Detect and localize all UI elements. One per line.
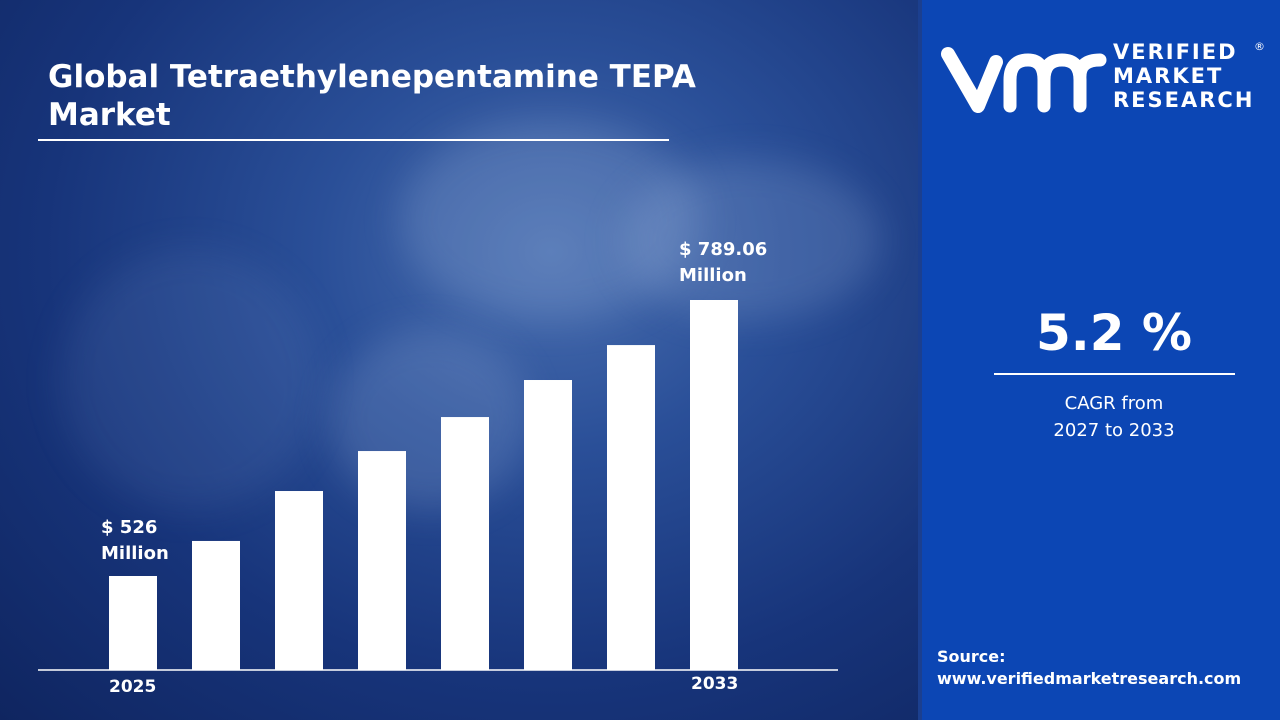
logo-line: MARKET [1113,64,1224,88]
cagr-value: 5.2 % [1035,304,1193,362]
source-url[interactable]: www.verifiedmarketresearch.com [937,669,1242,688]
cagr-divider [994,373,1235,375]
logo-line: RESEARCH [1113,88,1255,112]
chart-title: Global Tetraethylenepentamine TEPA Marke… [48,59,696,133]
x-tick-2025: 2025 [109,677,157,697]
title-underline [38,139,669,141]
bar-2025 [109,576,157,670]
data-label-unit: Million [101,543,169,564]
bar-2028 [358,451,406,670]
bar-chart [0,0,918,720]
cagr-line: 2027 to 2033 [1053,420,1175,441]
registered-mark: ® [1254,40,1265,53]
logo-wordmark: VERIFIED MARKET RESEARCH [1113,40,1254,112]
data-label-value: $ 526 [101,517,158,538]
bar-2033 [690,300,738,670]
bar-2031 [607,345,655,670]
summary-panel [918,0,1280,720]
data-label-unit: Million [679,265,747,286]
data-label-2033: $ 789.06 Million [679,237,767,289]
source-label: Source: [937,647,1006,666]
bar-2027 [275,491,323,670]
bar-2026 [192,540,240,670]
data-label-value: $ 789.06 [679,239,768,260]
cagr-caption: CAGR from 2027 to 2033 [994,390,1234,444]
logo-line: VERIFIED [1113,40,1238,64]
vmr-logo-icon [941,47,1107,113]
bar-2030 [524,380,572,670]
source: Source: www.verifiedmarketresearch.com [937,646,1241,690]
bar-2029 [441,417,489,670]
x-tick-2033: 2033 [691,674,739,694]
cagr-line: CAGR from [1064,393,1164,414]
data-label-2025: $ 526 Million [101,515,169,567]
